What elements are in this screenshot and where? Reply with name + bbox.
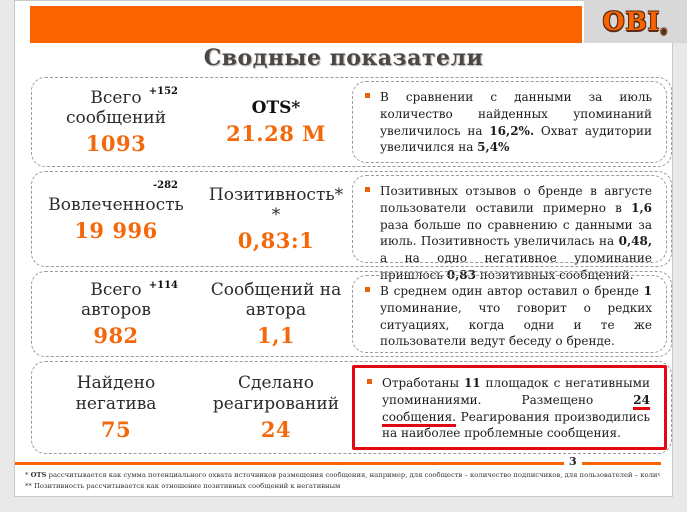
metric-label: Всего сообщений <box>66 88 166 129</box>
metric-label-line: автора <box>245 300 307 320</box>
note-authors-comment: В среднем один автор оставил о бренде 1 … <box>352 275 667 353</box>
footnote-ots: * OTS рассчитывается как сумма потенциал… <box>25 471 660 479</box>
metric-delta: +152 <box>148 86 178 97</box>
metric-label: Вовлеченность <box>48 195 184 215</box>
note-wrapper: В среднем один автор оставил о бренде 1 … <box>352 272 671 356</box>
metric-value: 24 <box>260 416 292 442</box>
footer-divider-line <box>15 462 661 465</box>
obi-logo-text: OBI <box>602 7 661 36</box>
summary-row-negative: Найдено негатива 75 Сделано реагирований… <box>31 361 672 454</box>
metric-label-line: Вовлеченность <box>48 194 184 215</box>
note-text: В сравнении с данными за июль количество… <box>380 90 652 155</box>
metric-label-line: OTS* <box>251 97 301 118</box>
bullet-square-icon <box>367 379 372 384</box>
metric-ots: OTS* 21.28 M <box>200 78 352 166</box>
slide: Сводные показатели +152 Всего сообщений … <box>14 0 673 497</box>
metric-delta: +114 <box>148 280 178 291</box>
metric-label-line: реагирований <box>212 393 340 414</box>
note-messages-comment: В сравнении с данными за июль количество… <box>352 81 667 163</box>
metric-label-line: Сообщений на <box>210 279 342 300</box>
metric-label-line: Сделано <box>237 373 315 394</box>
metric-positivity: Позитивность* * 0,83:1 <box>200 172 352 266</box>
metric-label-line: сообщений <box>65 108 167 128</box>
footnote-positivity: ** Позитивность рассчитывается как отнош… <box>25 481 341 490</box>
metric-value: 21.28 M <box>226 121 326 147</box>
metric-label: Найдено негатива <box>76 373 157 414</box>
bullet-square-icon <box>365 287 370 292</box>
summary-row-messages: +152 Всего сообщений 1093 OTS* 21.28 M В… <box>31 77 672 167</box>
metric-reactions-made: Сделано реагирований 24 <box>200 362 352 453</box>
summary-row-authors: +114 Всего авторов 982 Сообщений на авто… <box>31 271 672 357</box>
metric-messages-per-author: Сообщений на автора 1,1 <box>200 272 352 356</box>
metric-label: OTS* <box>252 98 301 118</box>
metric-label: Сообщений на автора <box>211 280 341 321</box>
metric-label: Сделано реагирований <box>213 373 339 414</box>
note-text: Отработаны 11 площадок с негативными упо… <box>382 376 650 441</box>
registered-mark-icon: ® <box>660 27 669 36</box>
metric-total-messages: +152 Всего сообщений 1093 <box>32 78 200 166</box>
page-title: Сводные показатели <box>203 45 484 71</box>
metric-value: 1093 <box>85 131 147 157</box>
metric-value: 19 996 <box>74 218 158 244</box>
bullet-square-icon <box>365 187 370 192</box>
metric-value: 1,1 <box>256 323 296 349</box>
metric-negative-found: Найдено негатива 75 <box>32 362 200 453</box>
note-wrapper: Отработаны 11 площадок с негативными упо… <box>352 362 671 453</box>
summary-row-engagement: -282 Вовлеченность 19 996 Позитивность* … <box>31 171 672 282</box>
metric-label-line: авторов <box>80 300 152 320</box>
footnotes: * OTS рассчитывается как сумма потенциал… <box>25 470 660 492</box>
metric-label-line: Всего <box>90 279 142 300</box>
metric-engagement: -282 Вовлеченность 19 996 <box>32 172 200 266</box>
note-positivity-comment: Позитивных отзывов о бренде в августе по… <box>352 175 667 282</box>
metric-label-line: Всего <box>90 87 142 108</box>
page-number: 3 <box>564 455 582 468</box>
note-text: В среднем один автор оставил о бренде 1 … <box>380 284 652 349</box>
metric-label-line: Позитивность* <box>208 184 344 205</box>
metric-delta: -282 <box>152 180 178 191</box>
metric-label-line: негатива <box>75 393 157 414</box>
summary-rows: +152 Всего сообщений 1093 OTS* 21.28 M В… <box>31 77 672 458</box>
metric-label-line: Найдено <box>76 373 156 394</box>
obi-logo: OBI® <box>603 7 669 36</box>
metric-value: 75 <box>100 416 132 442</box>
header-orange-bar <box>30 6 582 43</box>
metric-total-authors: +114 Всего авторов 982 <box>32 272 200 356</box>
note-wrapper: В сравнении с данными за июль количество… <box>352 78 671 166</box>
metric-label: Всего авторов <box>81 280 151 321</box>
metric-label: Позитивность* * <box>209 185 343 226</box>
obi-logo-block: OBI® <box>584 0 687 43</box>
metric-value: 0,83:1 <box>237 228 315 254</box>
note-reactions-comment-highlighted: Отработаны 11 площадок с негативными упо… <box>352 365 667 450</box>
note-wrapper: Позитивных отзывов о бренде в августе по… <box>352 172 671 282</box>
bullet-square-icon <box>365 93 370 98</box>
metric-label-line: * <box>271 205 281 225</box>
note-text: Позитивных отзывов о бренде в августе по… <box>380 184 652 282</box>
metric-value: 982 <box>93 323 139 349</box>
